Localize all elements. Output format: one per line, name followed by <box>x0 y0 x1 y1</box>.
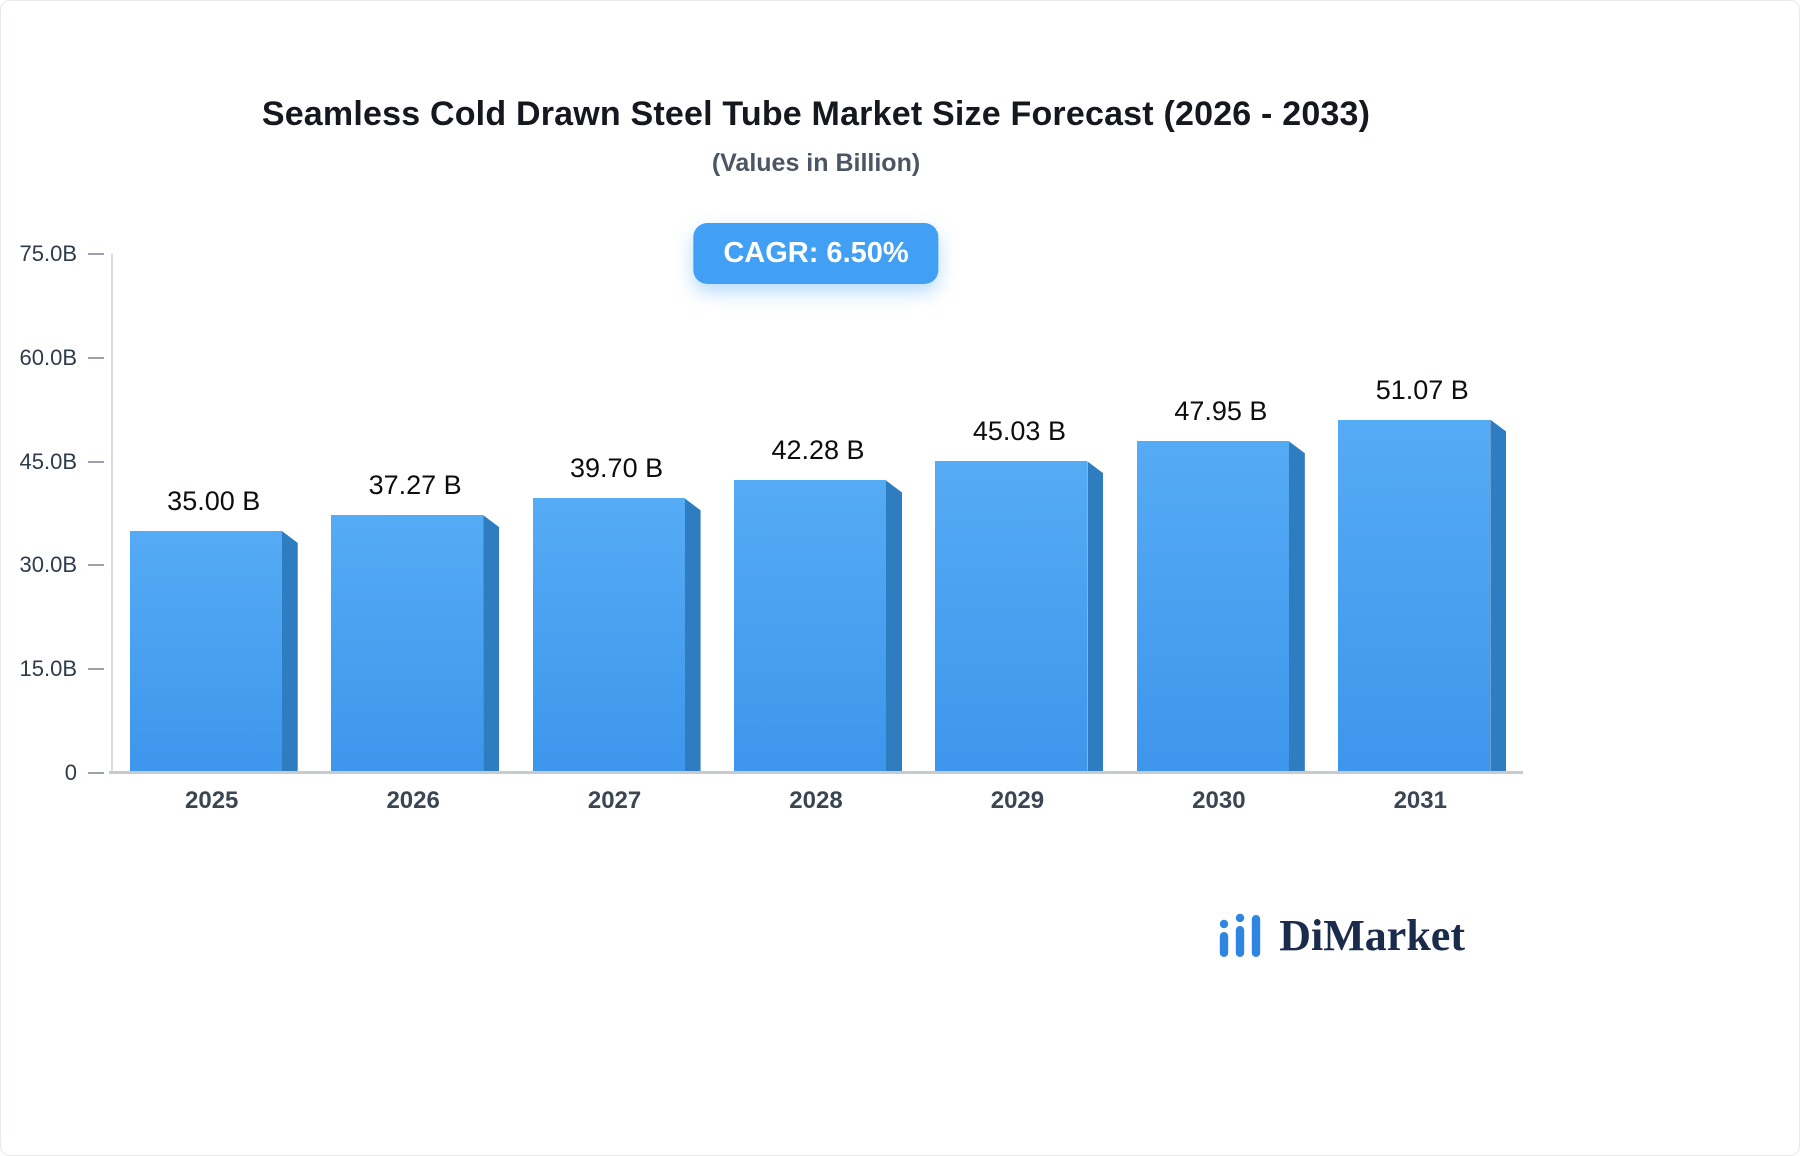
y-axis-tick-label: 75.0B <box>19 241 78 266</box>
bar-side <box>684 498 701 773</box>
bar-chart-logo-icon <box>1215 909 1267 961</box>
brand-name: DiMarket <box>1279 910 1465 960</box>
x-axis-label: 2030 <box>1192 787 1246 814</box>
bar-2029 <box>935 461 1104 773</box>
chart-subtitle: (Values in Billion) <box>711 149 921 177</box>
y-axis-tick-label: 45.0B <box>19 448 78 474</box>
brand-logo: DiMarket <box>1215 909 1465 961</box>
y-axis-tick-mark <box>88 460 104 463</box>
bar-2027 <box>532 498 701 773</box>
bar-value-label: 45.03 B <box>972 416 1066 447</box>
bar-value-label: 42.28 B <box>771 435 865 466</box>
bar-value-label: 39.70 B <box>570 453 664 484</box>
cagr-badge: CAGR: 6.50% <box>693 223 939 284</box>
bar-2030 <box>1136 441 1305 773</box>
x-axis-label: 2029 <box>990 787 1045 814</box>
bar-side <box>1490 419 1507 773</box>
y-axis-tick-mark <box>88 772 104 774</box>
bar-side <box>281 530 298 773</box>
x-axis-label: 2026 <box>386 787 440 814</box>
bar-value-label: 35.00 B <box>167 485 261 516</box>
y-axis-tick-mark <box>88 253 104 255</box>
y-axis-tick-label: 30.0B <box>19 552 78 578</box>
x-axis-label: 2031 <box>1393 787 1447 814</box>
y-axis-tick-mark <box>88 356 104 359</box>
bar-2031 <box>1338 419 1507 773</box>
bar-2028 <box>734 480 902 773</box>
bar-side <box>483 515 500 773</box>
bar-side <box>1087 461 1104 773</box>
bar-2026 <box>331 515 500 773</box>
x-axis-label: 2027 <box>587 787 642 814</box>
bar-value-label: 37.27 B <box>368 470 462 501</box>
plot-area: 35.00 B 37.27 B 39.70 B 42.28 B 45.03 B 47.95… <box>111 254 1521 773</box>
x-axis-label: 2028 <box>789 787 843 814</box>
y-axis: 75.0B 60.0B 45.0B 30.0B 15.0B 0 <box>1 241 111 785</box>
y-axis-tick-mark <box>88 668 104 671</box>
y-axis-tick-mark <box>88 564 104 567</box>
x-axis-label: 2025 <box>185 787 239 814</box>
chart-title: Seamless Cold Drawn Steel Tube Market Si… <box>261 95 1371 133</box>
x-axis: 2025 2026 2027 2028 2029 2030 2031 <box>111 787 1521 827</box>
bar-side <box>1288 441 1305 773</box>
bar-value-label: 47.95 B <box>1174 396 1268 427</box>
y-axis-tick-label: 15.0B <box>19 656 78 682</box>
x-axis-baseline <box>109 771 1523 774</box>
bar-side <box>886 480 902 773</box>
bar-value-label: 51.07 B <box>1375 374 1469 405</box>
y-axis-tick-label: 0 <box>64 760 77 785</box>
bar-2025 <box>129 530 298 773</box>
y-axis-tick-label: 60.0B <box>19 344 78 370</box>
